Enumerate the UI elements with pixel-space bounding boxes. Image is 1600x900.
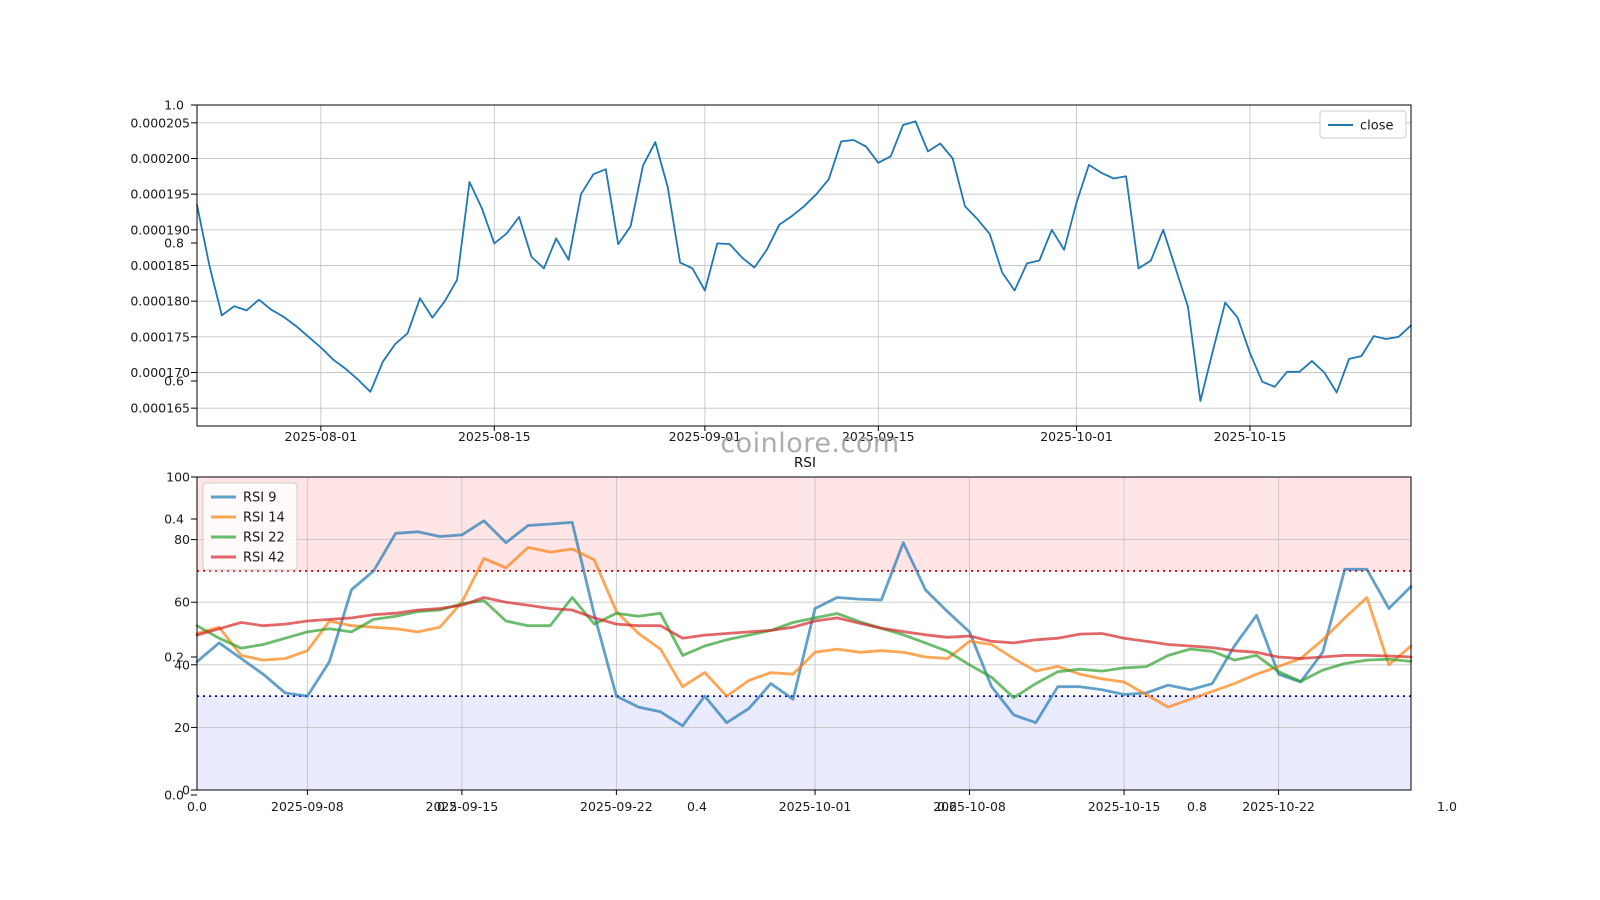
y-tick-label: 0.000190 — [130, 222, 190, 237]
x-tick-label: 2025-10-15 — [1088, 799, 1161, 814]
overlay-y-tick-label: 0.0 — [164, 788, 184, 803]
series-line-rsi-22 — [195, 596, 1413, 700]
oversold-zone — [197, 696, 1411, 790]
y-tick-label: 100 — [166, 470, 190, 485]
y-tick-label: 80 — [174, 532, 190, 547]
y-tick-label: 0.000165 — [130, 401, 190, 416]
legend-label: RSI 9 — [243, 491, 277, 506]
y-tick-label: 0.000175 — [130, 329, 190, 344]
price-chart: 0.000165 0.000170 0.000175 0.000180 0.000185… — [130, 104, 1412, 444]
series-line-rsi-14 — [195, 546, 1413, 709]
legend-label: RSI 42 — [243, 551, 285, 566]
series-line-close — [196, 120, 1412, 402]
y-tick-label: 40 — [174, 657, 190, 672]
y-tick-label: 0.000205 — [130, 115, 190, 130]
x-tick-label: 2025-09-01 — [669, 429, 742, 444]
overlay-x-tick-label: 0.0 — [187, 799, 207, 814]
watermark: coinlore.com — [720, 428, 900, 459]
y-tick-label: 0 — [182, 783, 190, 798]
x-tick-label: 2025-10-22 — [1242, 799, 1315, 814]
overlay-y-tick-label: 1.0 — [164, 98, 184, 113]
legend-price: close — [1319, 110, 1407, 139]
y-tick-label: 60 — [174, 595, 190, 610]
overlay-y-tick-label: 0.4 — [164, 512, 184, 527]
x-tick-label: 2025-10-08 — [933, 799, 1006, 814]
rsi-chart-title: RSI — [794, 455, 816, 471]
y-tick-label: 0.000180 — [130, 294, 190, 309]
series-line-rsi-42 — [195, 596, 1413, 660]
overlay-x-tick-label: 0.6 — [937, 799, 957, 814]
y-tick-label: 20 — [174, 720, 190, 735]
x-tick-label: 2025-09-22 — [580, 799, 653, 814]
overlay-x-tick-label: 1.0 — [1437, 799, 1457, 814]
legend-label: RSI 14 — [243, 511, 285, 526]
series-line-rsi-9 — [195, 519, 1413, 728]
x-tick-label: 2025-10-01 — [779, 799, 852, 814]
legend-box — [202, 482, 298, 571]
x-tick-label: 2025-08-15 — [458, 429, 531, 444]
axes-frame — [196, 476, 1412, 791]
x-tick-label: 2025-09-08 — [271, 799, 344, 814]
overlay-x-tick-label: 0.2 — [437, 799, 457, 814]
y-tick-label: 0.000170 — [130, 365, 190, 380]
legend-rsi: RSI 9 RSI 14 RSI 22 RSI 42 — [202, 482, 298, 571]
overlay-y-tick-label: 0.6 — [164, 374, 184, 389]
overlay-y-tick-label: 0.2 — [164, 650, 184, 665]
legend-label: RSI 22 — [243, 531, 285, 546]
x-tick-label: 2025-10-15 — [1214, 429, 1287, 444]
y-tick-label: 0.000195 — [130, 187, 190, 202]
overlay-axis: 1.0 0.8 0.6 0.4 0.2 0.00.0 0.2 0.4 0.6 0.8 1.0 — [164, 98, 1457, 815]
overbought-zone — [197, 477, 1411, 571]
rsi-chart: 0 20 40 60 80 100 2025-09-08 2025-09-15 2025-09-… — [166, 470, 1413, 814]
y-tick-label: 0.000200 — [130, 151, 190, 166]
x-tick-label: 2025-08-01 — [285, 429, 358, 444]
x-tick-label: 2025-09-15 — [426, 799, 499, 814]
overlay-y-tick-label: 0.8 — [164, 236, 184, 251]
legend-label: close — [1360, 119, 1393, 134]
overlay-x-tick-label: 0.8 — [1187, 799, 1207, 814]
x-tick-label: 2025-09-15 — [842, 429, 915, 444]
overlay-x-tick-label: 0.4 — [687, 799, 707, 814]
y-tick-label: 0.000185 — [130, 258, 190, 273]
legend-box — [1319, 110, 1407, 139]
x-tick-label: 2025-10-01 — [1040, 429, 1113, 444]
